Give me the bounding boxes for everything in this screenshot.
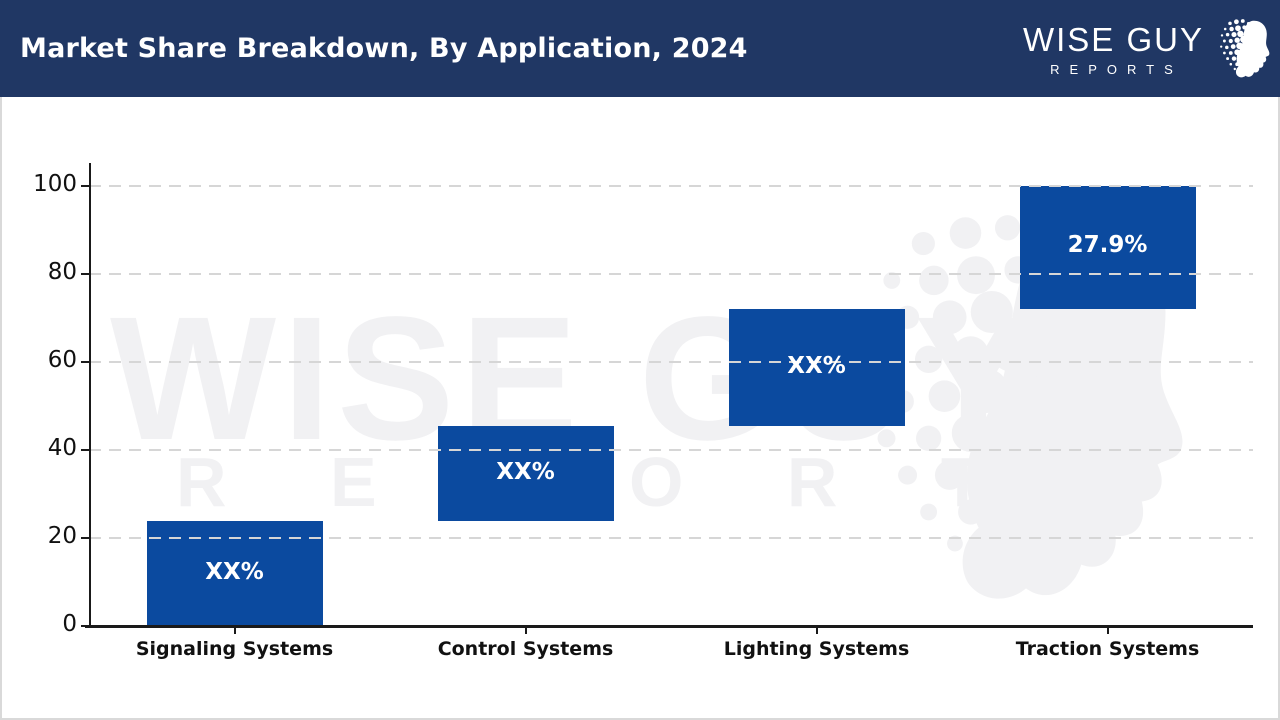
header-bar: Market Share Breakdown, By Application, …	[0, 0, 1280, 97]
x-axis-line	[85, 625, 1253, 628]
gridline-80	[89, 273, 1253, 275]
bar-lighting-systems	[728, 308, 905, 427]
x-tick-label-traction-systems: Traction Systems	[1015, 638, 1200, 660]
gridline-100	[89, 185, 1253, 187]
y-tick-80	[81, 273, 89, 275]
y-tick-label-60: 60	[47, 347, 77, 373]
x-tick-control-systems	[524, 626, 527, 634]
wise-guy-head-icon	[1206, 10, 1270, 88]
page-title: Market Share Breakdown, By Application, …	[20, 33, 748, 64]
bar-label-lighting-systems: XX%	[787, 352, 846, 379]
bar-label-signaling-systems: XX%	[205, 558, 264, 585]
y-tick-label-100: 100	[33, 171, 77, 197]
bar-label-control-systems: XX%	[496, 458, 555, 485]
page-border-bottom	[0, 718, 1280, 720]
y-tick-60	[81, 361, 89, 363]
page-border-right	[1278, 97, 1280, 720]
gridline-40	[89, 449, 1253, 451]
brand-logo-text: WISE GUY REPORTS	[1023, 21, 1204, 77]
x-tick-lighting-systems	[815, 626, 818, 634]
bar-label-traction-systems: 27.9%	[1067, 232, 1148, 259]
y-tick-20	[81, 537, 89, 539]
y-tick-label-80: 80	[47, 259, 77, 285]
x-tick-traction-systems	[1106, 626, 1109, 634]
x-tick-label-control-systems: Control Systems	[437, 638, 614, 660]
y-tick-40	[81, 449, 89, 451]
gridline-60	[89, 361, 1253, 363]
y-tick-label-20: 20	[47, 523, 77, 549]
x-tick-label-lighting-systems: Lighting Systems	[723, 638, 910, 660]
x-tick-label-signaling-systems: Signaling Systems	[135, 638, 334, 660]
y-tick-label-40: 40	[47, 435, 77, 461]
gridline-20	[89, 537, 1253, 539]
y-tick-label-0: 0	[62, 611, 77, 637]
y-tick-100	[81, 185, 89, 187]
y-axis-line	[89, 163, 91, 628]
brand-name: WISE GUY	[1022, 20, 1204, 58]
x-tick-signaling-systems	[233, 626, 236, 634]
brand-subtitle: REPORTS	[1050, 61, 1183, 77]
brand-logo: WISE GUY REPORTS	[1023, 10, 1270, 88]
bar-traction-systems	[1019, 186, 1196, 309]
page-border-left	[0, 97, 2, 720]
bar-control-systems	[437, 426, 614, 522]
